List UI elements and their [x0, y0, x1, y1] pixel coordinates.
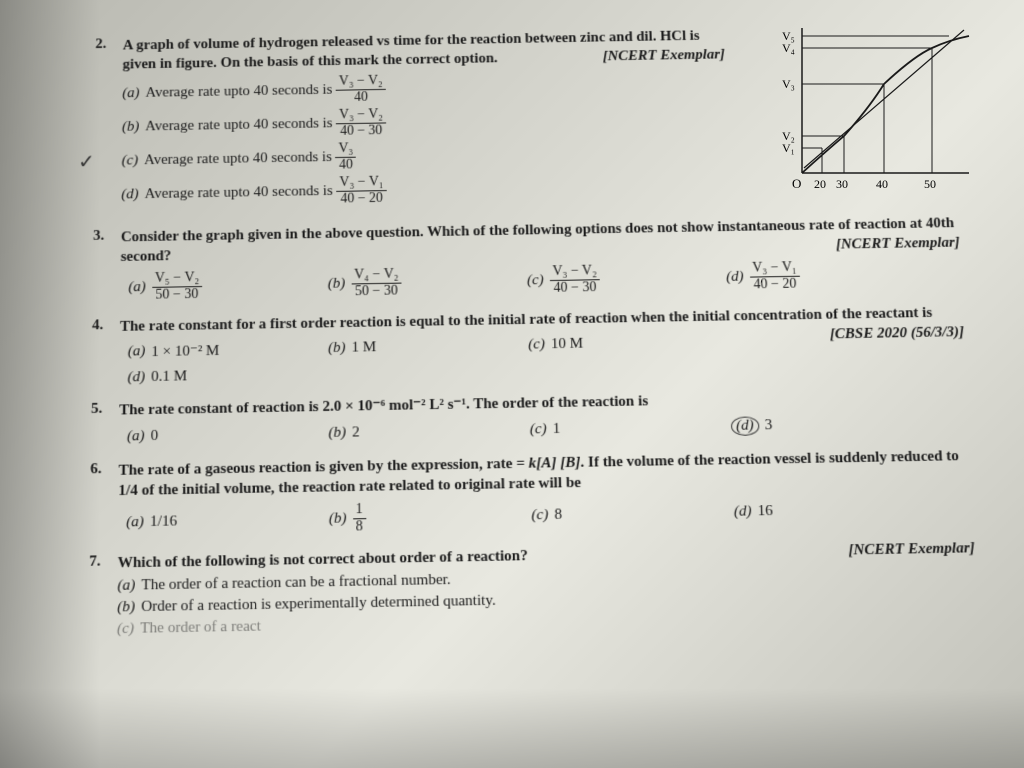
- question-number: 4.: [92, 317, 103, 334]
- option-a: (a)1/16: [126, 504, 288, 538]
- option-b: (b)1 M: [328, 337, 488, 359]
- question-2: 2. A graph of volume of hydrogen release…: [121, 22, 957, 213]
- option-c: (c)8: [531, 497, 694, 531]
- option-c: ✓ (c) Average rate upto 40 seconds is V₃…: [122, 135, 729, 175]
- source-tag: [NCERT Exemplar]: [602, 45, 725, 66]
- question-number: 3.: [93, 227, 104, 244]
- checkmark-icon: ✓: [78, 149, 95, 173]
- option-b: (b) V₄ − V₂50 − 30: [328, 266, 488, 299]
- fraction: V₅ − V₂50 − 30: [152, 271, 203, 302]
- fraction: V₃ − V₂40: [336, 74, 386, 104]
- option-c: (c)10 M: [528, 333, 689, 355]
- option-d: (d)0.1 M: [127, 367, 288, 387]
- option-d: (d) V₃ − V₁40 − 20: [726, 260, 886, 293]
- question-text: Which of the following is not correct ab…: [118, 548, 528, 572]
- option-d: (d) Average rate upto 40 seconds is V₃ −…: [121, 169, 729, 209]
- question-6: 6. The rate of a gaseous reaction is giv…: [118, 445, 974, 538]
- question-3: 3. Consider the graph given in the above…: [120, 213, 962, 303]
- source-tag: [NCERT Exemplar]: [835, 233, 960, 255]
- question-number: 5.: [91, 401, 103, 418]
- question-4: 4. The rate constant for a first order r…: [119, 302, 966, 386]
- option-a: (a)0: [127, 424, 288, 446]
- option-d: (d)3: [731, 414, 893, 436]
- question-number: 2.: [95, 36, 106, 52]
- option-c: (c) V₃ − V₂40 − 30: [527, 263, 687, 296]
- source-tag: [NCERT Exemplar]: [848, 538, 975, 561]
- question-5: 5. The rate constant of reaction is 2.0 …: [119, 386, 969, 446]
- option-a: (a)1 × 10⁻² M: [128, 340, 288, 362]
- fraction: V₃ − V₂40 − 30: [336, 108, 386, 139]
- question-number: 6.: [90, 461, 102, 478]
- option-b: (b) Average rate upto 40 seconds is V₃ −…: [122, 102, 727, 142]
- option-c: (c)1: [530, 417, 691, 439]
- fraction: V₃40: [335, 142, 356, 172]
- question-text: Consider the graph given in the above qu…: [121, 215, 955, 265]
- fraction: V₃ − V₁40 − 20: [749, 261, 801, 292]
- option-d: (d)16: [733, 494, 896, 528]
- option-b: (b)2: [328, 421, 489, 443]
- option-a: (a) Average rate upto 40 seconds is V₃ −…: [122, 68, 726, 108]
- question-text: The rate of a gaseous reaction is given …: [118, 445, 971, 501]
- option-a: (a) V₅ − V₂50 − 30: [128, 270, 288, 303]
- fraction: V₃ − V₁40 − 20: [336, 175, 386, 206]
- fraction: 18: [353, 503, 366, 535]
- source-tag: [CBSE 2020 (56/3/3)]: [830, 322, 965, 344]
- question-number: 7.: [89, 553, 101, 571]
- question-7: 7. Which of the following is not correct…: [117, 538, 979, 643]
- fraction: V₃ − V₂40 − 30: [549, 264, 600, 295]
- option-b: (b) 18: [329, 501, 491, 535]
- fraction: V₄ − V₂50 − 30: [351, 268, 402, 299]
